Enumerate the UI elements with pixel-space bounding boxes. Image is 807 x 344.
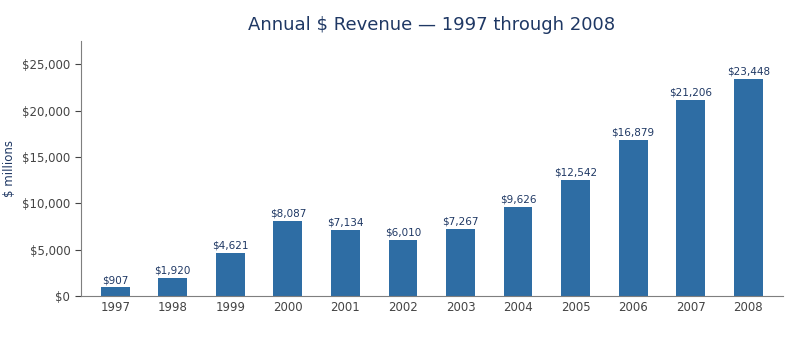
Y-axis label: $ millions: $ millions [3, 140, 16, 197]
Text: $7,267: $7,267 [442, 216, 479, 226]
Bar [216, 253, 245, 296]
Text: $907: $907 [102, 275, 128, 285]
Text: $1,920: $1,920 [155, 266, 191, 276]
Text: $23,448: $23,448 [726, 66, 770, 76]
Bar [734, 79, 763, 296]
Text: $12,542: $12,542 [554, 168, 597, 178]
Bar [446, 228, 475, 296]
Text: $4,621: $4,621 [212, 241, 249, 251]
Bar [676, 99, 705, 296]
Text: $8,087: $8,087 [270, 209, 306, 219]
Bar [158, 278, 187, 296]
Text: $21,206: $21,206 [669, 87, 713, 97]
Bar [101, 288, 130, 296]
Bar [504, 207, 533, 296]
Bar [561, 180, 590, 296]
Bar [331, 230, 360, 296]
Bar [389, 240, 417, 296]
Text: $9,626: $9,626 [500, 194, 537, 204]
Bar [274, 221, 303, 296]
Text: $7,134: $7,134 [327, 217, 364, 227]
Text: $6,010: $6,010 [385, 228, 421, 238]
Text: $16,879: $16,879 [612, 127, 654, 137]
Title: Annual $ Revenue — 1997 through 2008: Annual $ Revenue — 1997 through 2008 [249, 16, 615, 34]
Bar [619, 140, 647, 296]
